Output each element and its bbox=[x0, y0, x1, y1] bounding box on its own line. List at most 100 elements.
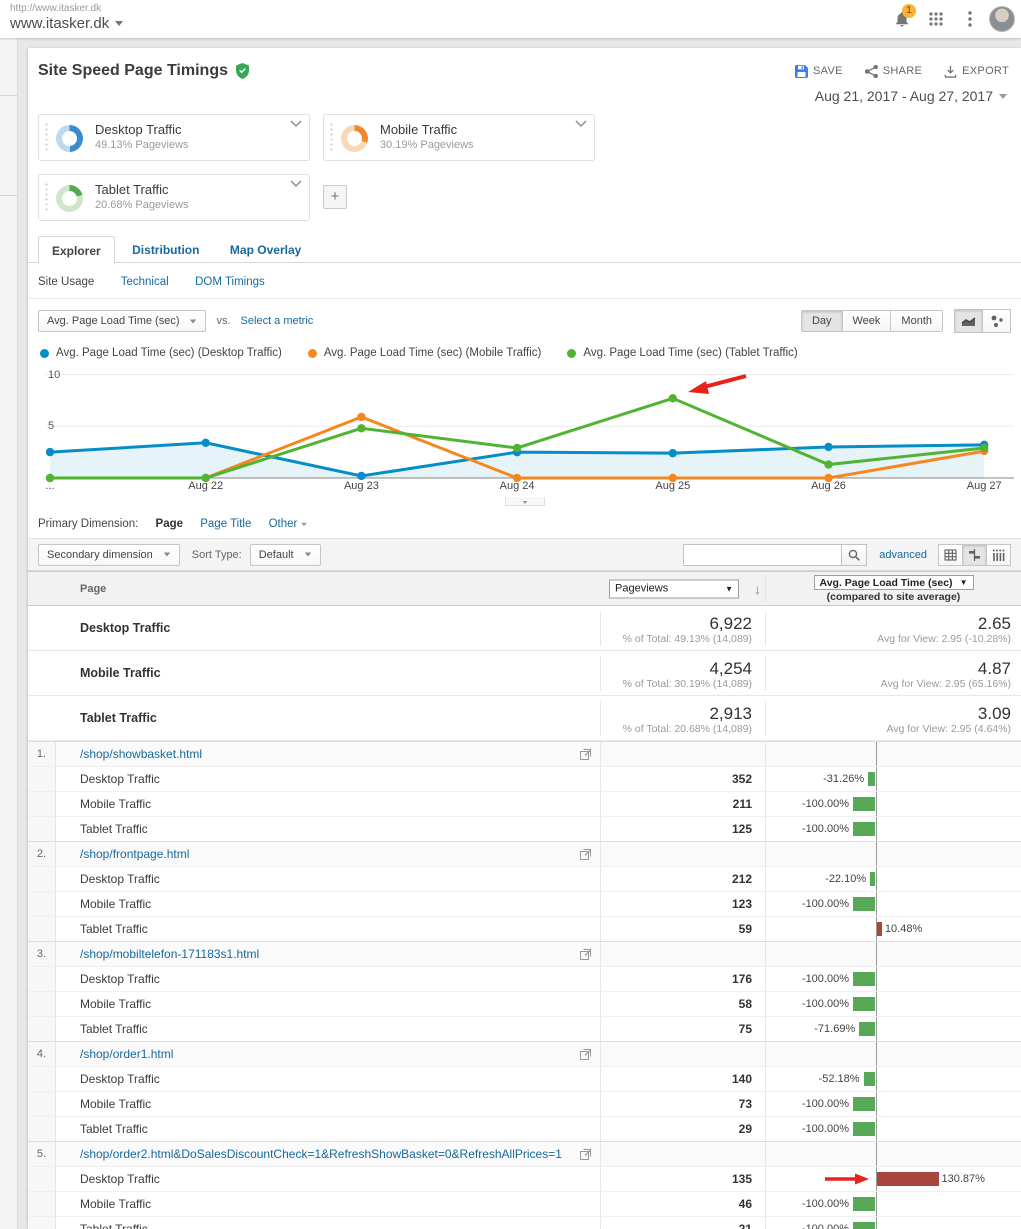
page-url-link[interactable]: /shop/order1.html bbox=[80, 1047, 174, 1061]
open-in-new-window-icon[interactable] bbox=[580, 749, 591, 760]
segment-card-tablet-traffic[interactable]: Tablet Traffic 20.68% Pageviews bbox=[38, 174, 310, 221]
share-button[interactable]: SHARE bbox=[864, 64, 923, 78]
granularity-week[interactable]: Week bbox=[841, 310, 892, 332]
metric-column-select[interactable]: Avg. Page Load Time (sec) ▼ bbox=[813, 575, 974, 590]
segment-label: Tablet Traffic bbox=[80, 922, 148, 936]
segment-donut-chart bbox=[56, 185, 83, 212]
sort-descending-icon[interactable]: ↓ bbox=[754, 580, 761, 597]
pivot-view-button[interactable] bbox=[986, 543, 1011, 566]
tab-distribution[interactable]: Distribution bbox=[132, 243, 200, 257]
chevron-down-icon[interactable] bbox=[290, 120, 302, 128]
tab-map-overlay[interactable]: Map Overlay bbox=[229, 243, 302, 257]
segment-card-mobile-traffic[interactable]: Mobile Traffic 30.19% Pageviews bbox=[323, 114, 595, 161]
more-options-button[interactable] bbox=[953, 0, 987, 38]
secondary-dimension-label: Secondary dimension bbox=[47, 548, 153, 561]
export-icon bbox=[944, 65, 957, 78]
subtab-site-usage[interactable]: Site Usage bbox=[38, 276, 95, 288]
page-column-header: Page bbox=[80, 582, 107, 595]
segment-card-desktop-traffic[interactable]: Desktop Traffic 49.13% Pageviews bbox=[38, 114, 310, 161]
table-search-input[interactable] bbox=[683, 543, 842, 566]
y-axis-tick: 5 bbox=[48, 420, 55, 433]
account-selector[interactable]: www.itasker.dk bbox=[10, 15, 124, 32]
add-segment-button[interactable]: + bbox=[323, 185, 347, 209]
export-button[interactable]: EXPORT bbox=[944, 65, 1009, 78]
pageviews-percent-of-total: % of Total: 49.13% (14,089) bbox=[622, 632, 752, 645]
line-chart-view-button[interactable] bbox=[954, 309, 983, 333]
dimension-page-title[interactable]: Page Title bbox=[200, 518, 252, 530]
notifications-button[interactable]: 1 bbox=[885, 0, 919, 38]
dimension-other[interactable]: Other bbox=[269, 518, 309, 530]
data-table-view-button[interactable] bbox=[938, 543, 963, 566]
open-in-new-window-icon[interactable] bbox=[580, 1149, 591, 1160]
comparison-cell bbox=[765, 942, 1021, 966]
tab-explorer[interactable]: Explorer bbox=[38, 236, 115, 265]
sort-type-dropdown[interactable]: Default bbox=[249, 543, 321, 566]
page-url-link[interactable]: /shop/frontpage.html bbox=[80, 847, 190, 861]
select-metric-link[interactable]: Select a metric bbox=[240, 315, 314, 327]
summary-row: Tablet Traffic 2,913% of Total: 20.68% (1… bbox=[28, 696, 1021, 741]
collapsed-sidebar[interactable] bbox=[0, 38, 18, 1229]
row-number-cell bbox=[28, 1117, 56, 1141]
advanced-filter-link[interactable]: advanced bbox=[879, 548, 927, 561]
row-number-cell bbox=[28, 1192, 56, 1216]
comparison-cell: -52.18% bbox=[765, 1067, 1021, 1091]
row-number-cell: 5. bbox=[28, 1142, 56, 1166]
save-label: SAVE bbox=[813, 65, 843, 77]
row-number-cell bbox=[28, 892, 56, 916]
drag-handle-icon[interactable] bbox=[44, 182, 49, 213]
save-button[interactable]: SAVE bbox=[795, 64, 843, 78]
page-url-link[interactable]: /shop/mobiltelefon-171183s1.html bbox=[80, 947, 260, 961]
comparison-cell: -22.10% bbox=[765, 867, 1021, 891]
granularity-month[interactable]: Month bbox=[890, 310, 943, 332]
comparison-bar bbox=[853, 1097, 875, 1111]
comparison-view-button[interactable] bbox=[962, 543, 987, 566]
bubbles-icon bbox=[991, 315, 1003, 327]
pageviews-value: 212 bbox=[600, 867, 765, 891]
open-in-new-window-icon[interactable] bbox=[580, 849, 591, 860]
x-axis-tick: Aug 25 bbox=[655, 480, 691, 492]
segment-label: Mobile Traffic bbox=[80, 797, 152, 811]
metric-dropdown[interactable]: Avg. Page Load Time (sec) bbox=[38, 310, 207, 332]
segment-sub-row: Desktop Traffic 212 -22.10% bbox=[28, 866, 1021, 891]
timeseries-chart[interactable]: 10 5... Aug 22 Aug 23 Aug 24 Aug 25 Aug 26 Aug … bbox=[28, 363, 1021, 497]
drag-handle-icon[interactable] bbox=[329, 122, 334, 153]
row-number-cell bbox=[28, 967, 56, 991]
subtab-technical[interactable]: Technical bbox=[120, 276, 169, 288]
open-in-new-window-icon[interactable] bbox=[580, 1049, 591, 1060]
pageviews-cell bbox=[600, 1142, 765, 1166]
share-label: SHARE bbox=[882, 65, 923, 77]
segment-sub-row: Mobile Traffic 123 -100.00% bbox=[28, 891, 1021, 916]
dimension-page[interactable]: Page bbox=[155, 518, 184, 530]
segment-name: Mobile Traffic bbox=[380, 122, 458, 137]
secondary-dimension-button[interactable]: Secondary dimension bbox=[38, 543, 180, 566]
page-url-link[interactable]: /shop/order2.html&DoSalesDiscountCheck=1… bbox=[80, 1147, 562, 1161]
page-url-link[interactable]: /shop/showbasket.html bbox=[80, 747, 203, 761]
chevron-down-icon[interactable] bbox=[290, 180, 302, 188]
segment-label: Mobile Traffic bbox=[80, 897, 152, 911]
sidebar-divider bbox=[0, 195, 17, 196]
row-number-cell bbox=[28, 867, 56, 891]
table-view-group bbox=[938, 543, 1011, 566]
table-grid-icon bbox=[944, 548, 957, 561]
search-button[interactable] bbox=[841, 543, 868, 566]
segment-label: Desktop Traffic bbox=[80, 1072, 160, 1086]
subtab-dom-timings[interactable]: DOM Timings bbox=[195, 276, 265, 288]
date-range-selector[interactable]: Aug 21, 2017 - Aug 27, 2017 bbox=[28, 80, 1021, 104]
comparison-cell: -100.00% bbox=[765, 792, 1021, 816]
x-axis-tick: ... bbox=[45, 480, 55, 492]
user-avatar[interactable] bbox=[989, 6, 1015, 32]
pageviews-column-select[interactable]: Pageviews ▼ bbox=[609, 579, 739, 598]
row-number-cell bbox=[28, 1092, 56, 1116]
drag-handle-icon[interactable] bbox=[44, 122, 49, 153]
comparison-bar bbox=[853, 997, 875, 1011]
apps-button[interactable] bbox=[919, 0, 953, 38]
chart-expander-button[interactable] bbox=[504, 497, 545, 506]
open-in-new-window-icon[interactable] bbox=[580, 949, 591, 960]
page-title: Site Speed Page Timings bbox=[38, 62, 228, 79]
page-url-row: 3. /shop/mobiltelefon-171183s1.html bbox=[28, 941, 1021, 966]
chevron-down-icon[interactable] bbox=[575, 120, 587, 128]
granularity-day[interactable]: Day bbox=[800, 310, 843, 332]
row-number-cell: 3. bbox=[28, 942, 56, 966]
motion-chart-view-button[interactable] bbox=[982, 309, 1011, 333]
legend-label: Avg. Page Load Time (sec) (Tablet Traffi… bbox=[583, 347, 798, 359]
